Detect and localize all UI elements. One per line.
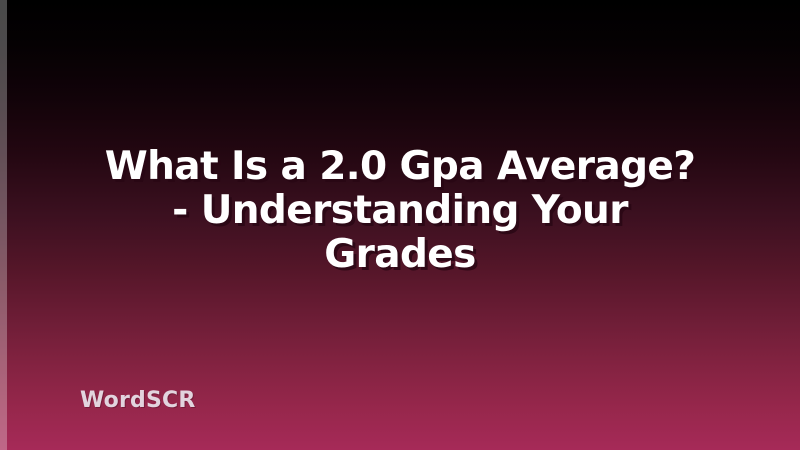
site-logo: WordSCR: [80, 388, 196, 413]
page-title: What Is a 2.0 Gpa Average? - Understandi…: [0, 145, 800, 277]
title-line-1: What Is a 2.0 Gpa Average?: [104, 144, 696, 189]
title-line-3: Grades: [324, 232, 476, 277]
title-line-2: - Understanding Your: [172, 188, 628, 233]
